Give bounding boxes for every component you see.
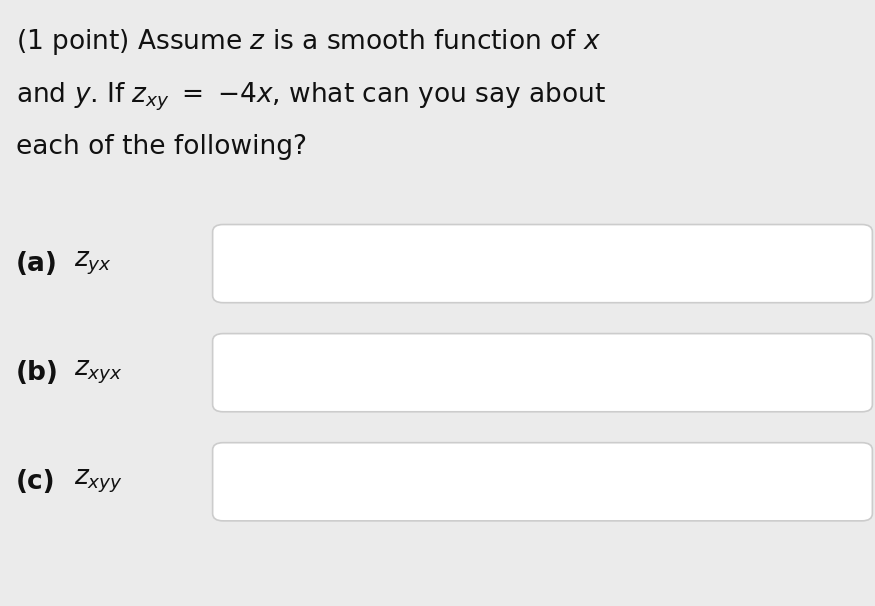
Text: $=$: $=$ xyxy=(213,469,239,494)
FancyBboxPatch shape xyxy=(213,442,872,521)
Text: each of the following?: each of the following? xyxy=(16,134,307,160)
Text: $z_{xyy}$: $z_{xyy}$ xyxy=(74,468,123,496)
FancyBboxPatch shape xyxy=(213,333,872,412)
FancyBboxPatch shape xyxy=(213,225,872,303)
Text: and $y$. If $z_{xy}$ $=$ $-4x$, what can you say about: and $y$. If $z_{xy}$ $=$ $-4x$, what can… xyxy=(16,81,605,113)
Text: (c): (c) xyxy=(16,469,55,494)
Text: $=$: $=$ xyxy=(213,251,239,276)
Text: (a): (a) xyxy=(16,251,58,276)
Text: $=$: $=$ xyxy=(213,360,239,385)
Text: $z_{xyx}$: $z_{xyx}$ xyxy=(74,359,123,387)
Text: $z_{yx}$: $z_{yx}$ xyxy=(74,250,112,278)
Text: (1 point) Assume $z$ is a smooth function of $x$: (1 point) Assume $z$ is a smooth functio… xyxy=(16,27,601,58)
Text: (b): (b) xyxy=(16,360,59,385)
